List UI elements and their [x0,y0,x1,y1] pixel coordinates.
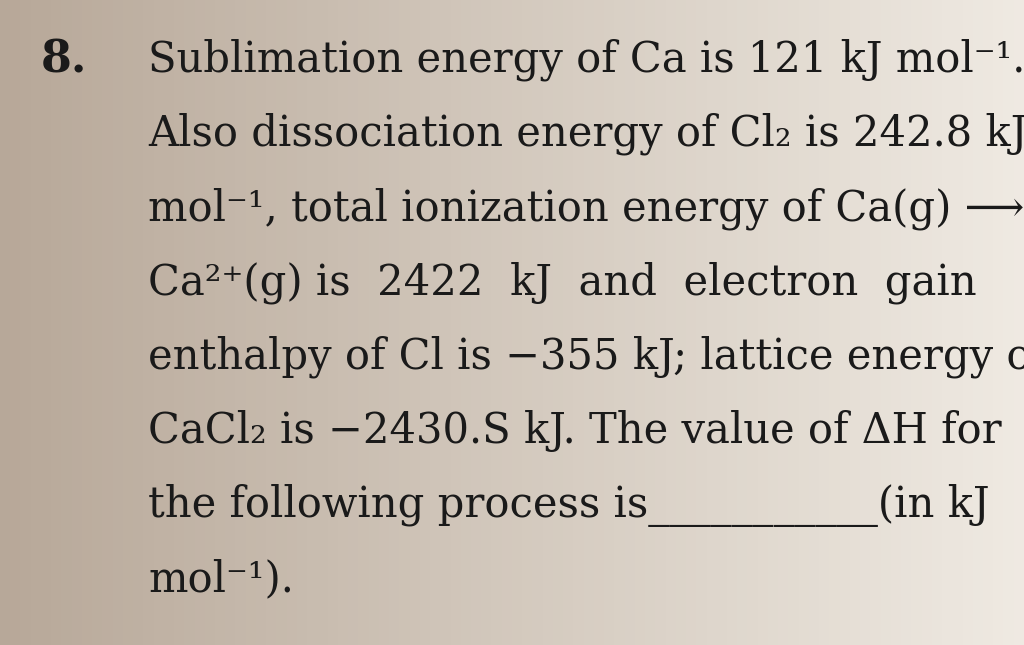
Text: mol⁻¹).: mol⁻¹). [148,558,294,600]
Text: mol⁻¹, total ionization energy of Ca(g) ⟶: mol⁻¹, total ionization energy of Ca(g) … [148,187,1024,230]
Text: Ca²⁺(g) is  2422  kJ  and  electron  gain: Ca²⁺(g) is 2422 kJ and electron gain [148,261,977,304]
Text: CaCl₂ is −2430.S kJ. The value of ΔH for: CaCl₂ is −2430.S kJ. The value of ΔH for [148,410,1002,451]
Text: the following process is___________(in kJ: the following process is___________(in k… [148,484,990,527]
Text: Sublimation energy of Ca is 121 kJ mol⁻¹.: Sublimation energy of Ca is 121 kJ mol⁻¹… [148,39,1024,81]
Text: 8.: 8. [41,39,87,82]
Text: enthalpy of Cl is −355 kJ; lattice energy of: enthalpy of Cl is −355 kJ; lattice energ… [148,335,1024,378]
Text: Also dissociation energy of Cl₂ is 242.8 kJ: Also dissociation energy of Cl₂ is 242.8… [148,113,1024,155]
